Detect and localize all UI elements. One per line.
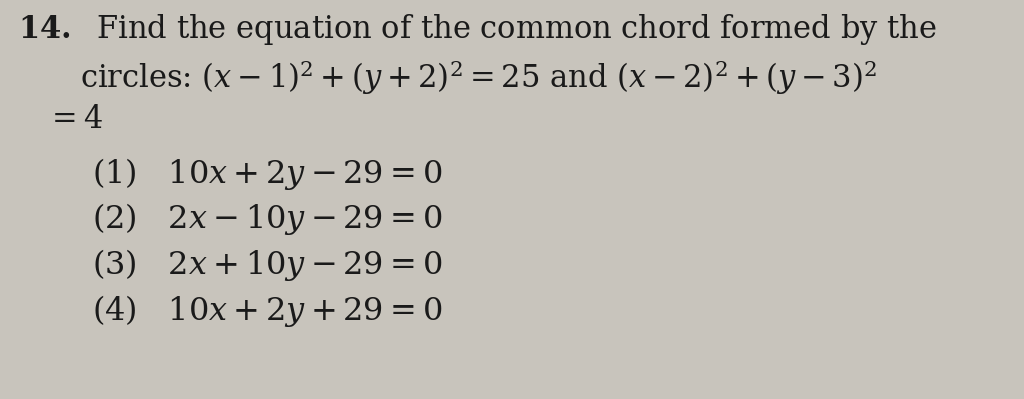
Text: circles: $(x-1)^2+(y+2)^2=25$ and $(x-2)^2+(y-3)^2$: circles: $(x-1)^2+(y+2)^2=25$ and $(x-2)… xyxy=(80,58,877,97)
Text: $(4)$   $10x+2y+29=0$: $(4)$ $10x+2y+29=0$ xyxy=(92,293,442,329)
Text: $(3)$   $2x+10y-29=0$: $(3)$ $2x+10y-29=0$ xyxy=(92,247,442,283)
Text: $(2)$   $2x-10y-29=0$: $(2)$ $2x-10y-29=0$ xyxy=(92,201,442,237)
Text: $=4$: $=4$ xyxy=(46,104,103,135)
Text: $\mathbf{14.}$  Find the equation of the common chord formed by the: $\mathbf{14.}$ Find the equation of the … xyxy=(18,12,937,47)
Text: $(1)$   $10x+2y-29=0$: $(1)$ $10x+2y-29=0$ xyxy=(92,156,442,192)
